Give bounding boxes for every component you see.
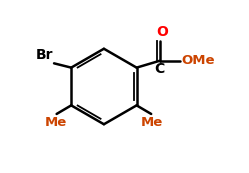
Text: Br: Br <box>36 48 53 62</box>
Text: C: C <box>155 62 165 76</box>
Text: Me: Me <box>141 116 163 129</box>
Text: Me: Me <box>45 116 67 129</box>
Text: O: O <box>156 25 168 39</box>
Text: OMe: OMe <box>181 54 215 67</box>
